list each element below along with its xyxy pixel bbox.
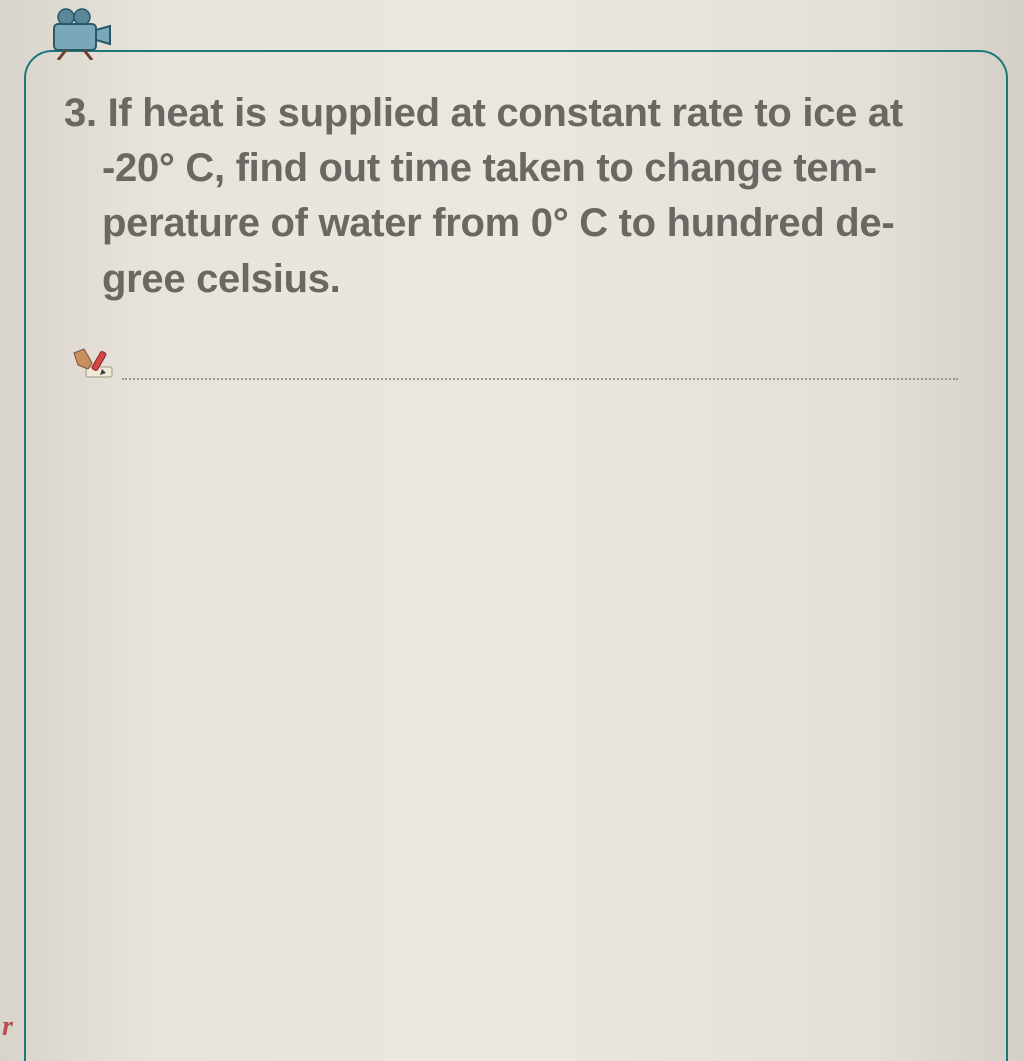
question-text: 3. If heat is supplied at constant rate … bbox=[64, 86, 978, 307]
pen-icon bbox=[70, 345, 114, 384]
question-line-4: gree celsius. bbox=[64, 252, 978, 307]
page-mark: r bbox=[2, 1011, 13, 1043]
answer-row bbox=[64, 345, 978, 380]
question-line-2: -20° C, find out time taken to change te… bbox=[64, 141, 978, 196]
question-line-1: 3. If heat is supplied at constant rate … bbox=[64, 86, 978, 141]
question-text-1: If heat is supplied at constant rate to … bbox=[108, 91, 903, 135]
question-line-3: perature of water from 0° C to hundred d… bbox=[64, 196, 978, 251]
camera-icon bbox=[48, 8, 120, 65]
question-number: 3. bbox=[64, 91, 97, 135]
question-frame: 3. If heat is supplied at constant rate … bbox=[24, 50, 1008, 1061]
answer-line bbox=[122, 378, 958, 380]
